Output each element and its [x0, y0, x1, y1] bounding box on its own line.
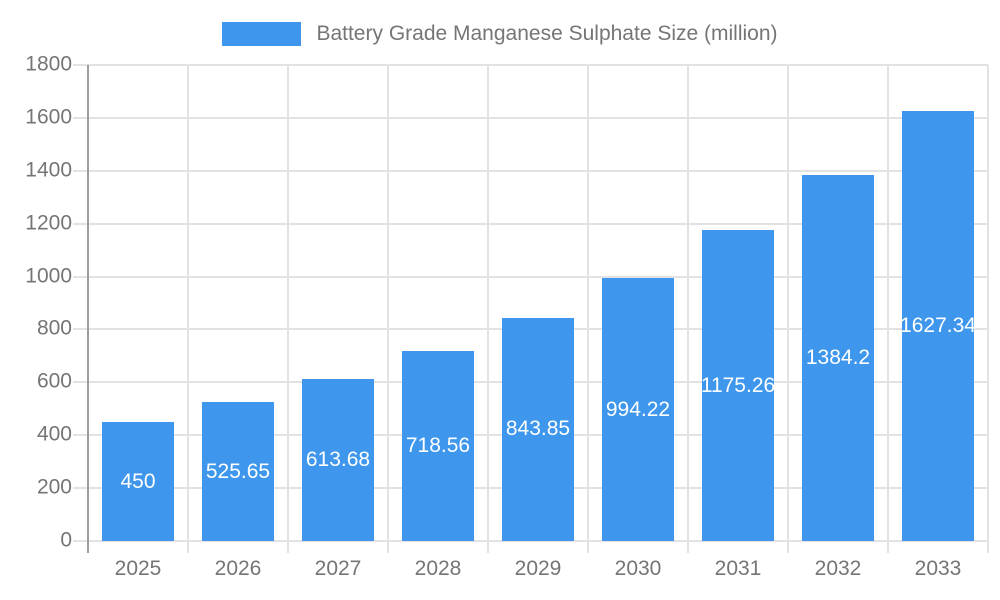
- plot-area: 450 525.65 613.68 718.56 843.85 994.22 1175.26…: [73, 64, 989, 553]
- legend-swatch: [222, 22, 302, 46]
- bar: 1175.26: [700, 230, 776, 541]
- gridline-horizontal: [73, 540, 988, 542]
- y-tick-label: 600: [36, 369, 72, 393]
- y-tick-label: 200: [36, 475, 72, 499]
- bar: 1384.2: [802, 174, 874, 541]
- bar-value-label: 718.56: [405, 433, 471, 457]
- y-tick-label: 1400: [25, 158, 72, 182]
- x-tick-label: 2032: [814, 557, 862, 580]
- bar: 843.85: [502, 317, 574, 541]
- bar-value-label: 1175.26: [700, 373, 776, 397]
- y-tick-label: 1200: [25, 211, 72, 235]
- y-axis-labels: 0 200 400 600 800 1000 1200 1400 1600 1800: [0, 53, 72, 552]
- bar: 1627.34: [900, 110, 976, 541]
- y-tick-label: 1600: [25, 105, 72, 129]
- gridline-horizontal: [73, 222, 988, 225]
- x-tick-label: 2027: [314, 557, 362, 580]
- x-tick-label: 2033: [914, 557, 962, 580]
- y-tick-label: 1000: [25, 264, 72, 288]
- y-tick-label: 0: [60, 528, 72, 552]
- gridline-vertical: [487, 65, 489, 553]
- bar-value-label: 613.68: [305, 447, 371, 471]
- x-tick-label: 2030: [614, 557, 662, 580]
- gridline-horizontal: [73, 64, 988, 66]
- gridline-vertical: [587, 65, 589, 553]
- gridline-vertical: [687, 65, 689, 553]
- bar: 994.22: [602, 278, 674, 541]
- x-tick-label: 2031: [714, 557, 762, 580]
- bar-value-label: 994.22: [605, 397, 671, 421]
- bar-value-label: 450: [120, 469, 156, 493]
- x-tick-label: 2029: [514, 557, 562, 580]
- x-axis-labels: 2025 2026 2027 2028 2029 2030 2031 2032 2033: [88, 557, 988, 587]
- gridline-horizontal: [73, 116, 988, 119]
- legend-label: Battery Grade Manganese Sulphate Size (m…: [316, 22, 778, 45]
- gridline-horizontal: [73, 169, 988, 172]
- gridline-vertical: [187, 65, 189, 553]
- y-tick-label: 1800: [25, 52, 72, 76]
- y-tick-label: 400: [36, 422, 72, 446]
- bar: 450: [102, 422, 174, 541]
- gridline-vertical: [887, 65, 889, 553]
- y-axis-line: [87, 65, 89, 553]
- bar-value-label: 525.65: [205, 459, 271, 483]
- bar: 525.65: [202, 402, 274, 541]
- bar: 613.68: [302, 378, 374, 541]
- x-tick-label: 2025: [114, 557, 162, 580]
- x-tick-label: 2028: [414, 557, 462, 580]
- x-tick-label: 2026: [214, 557, 262, 580]
- bar-value-label: 843.85: [505, 417, 571, 441]
- gridline-vertical: [787, 65, 789, 553]
- gridline-horizontal: [73, 275, 988, 278]
- gridline-vertical: [287, 65, 289, 553]
- legend: Battery Grade Manganese Sulphate Size (m…: [0, 18, 1000, 50]
- bar-value-label: 1627.34: [900, 313, 976, 337]
- gridline-vertical: [387, 65, 389, 553]
- y-tick-label: 800: [36, 316, 72, 340]
- bar-value-label: 1384.2: [805, 345, 871, 369]
- bar: 718.56: [402, 350, 474, 541]
- gridline-vertical: [987, 65, 989, 553]
